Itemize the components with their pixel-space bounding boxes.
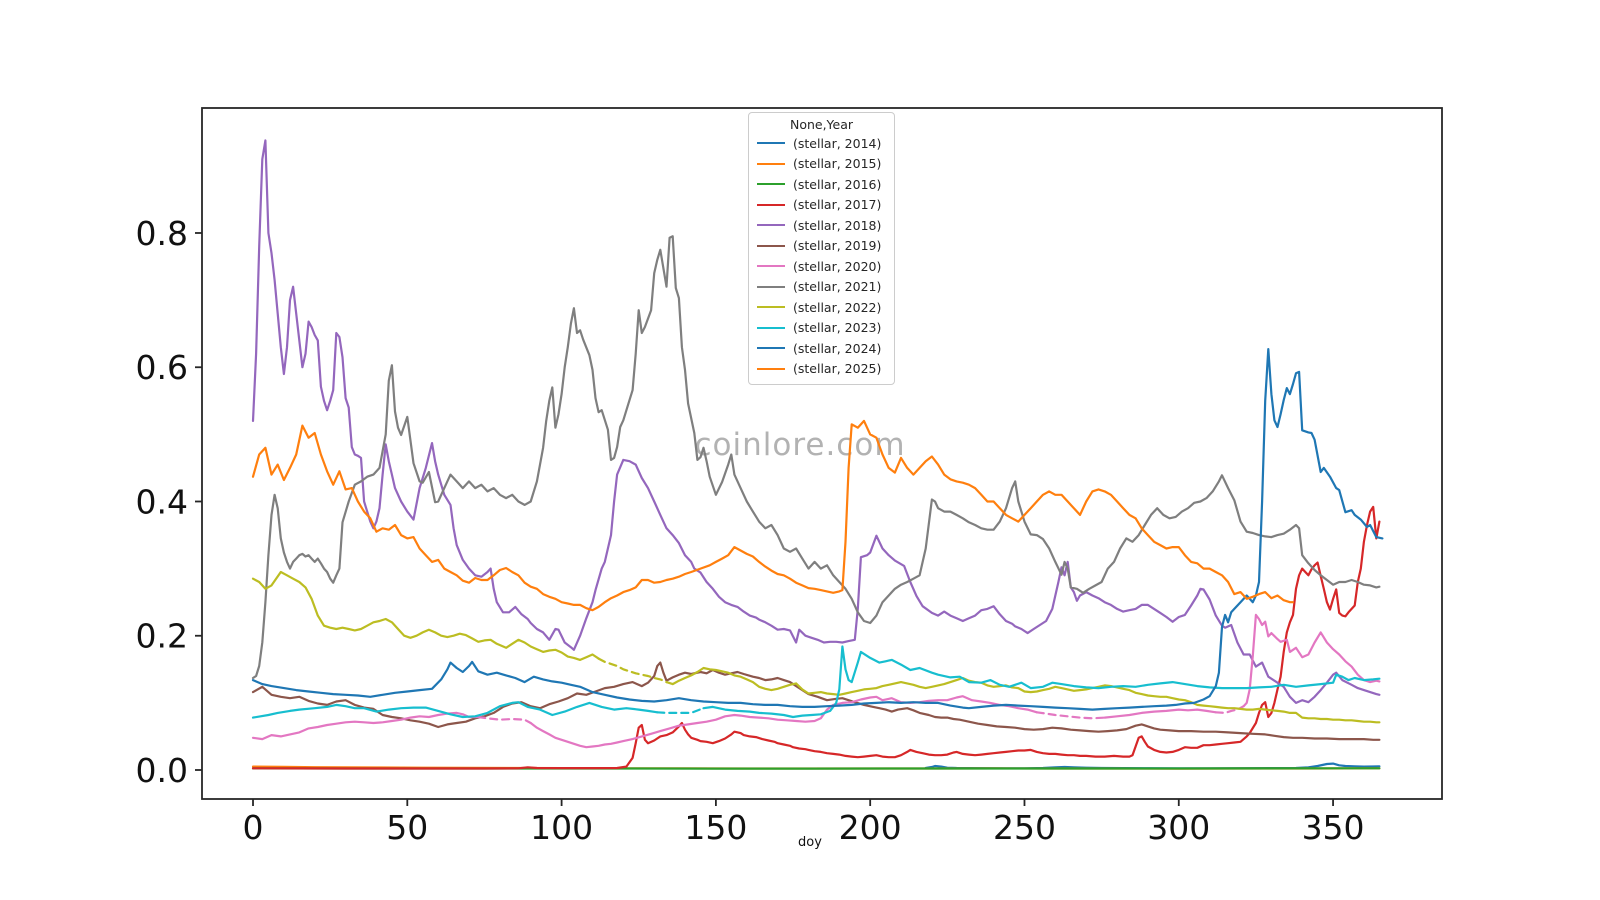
legend-item-label: (stellar, 2014) — [793, 135, 882, 151]
legend-item-label: (stellar, 2016) — [793, 176, 882, 192]
x-tick-label: 300 — [1147, 808, 1210, 847]
y-tick-label: 0.2 — [136, 617, 188, 656]
legend-line-swatch — [757, 306, 785, 309]
series-line-2020 — [1242, 613, 1381, 708]
legend-item-label: (stellar, 2023) — [793, 320, 882, 336]
legend-line-swatch — [757, 183, 785, 186]
legend-item-2022: (stellar, 2022) — [749, 297, 894, 318]
series-line-2022 — [251, 570, 600, 662]
legend-item-label: (stellar, 2018) — [793, 217, 882, 233]
legend-item-label: (stellar, 2022) — [793, 299, 882, 315]
series-line-2020 — [529, 695, 1038, 749]
series-line-2024 — [251, 348, 1384, 711]
y-tick-label: 0.4 — [136, 482, 188, 521]
series-line-2025 — [251, 419, 1295, 612]
series-lines — [251, 139, 1384, 770]
series-line-2018 — [251, 139, 1381, 705]
legend-line-swatch — [757, 244, 785, 247]
series-line-2022 — [597, 657, 668, 684]
legend-item-2020: (stellar, 2020) — [749, 256, 894, 277]
legend-item-2021: (stellar, 2021) — [749, 277, 894, 298]
x-axis-label: doy — [798, 835, 822, 850]
legend-line-swatch — [757, 142, 785, 145]
y-tick-label: 0.8 — [136, 214, 188, 253]
legend-item-label: (stellar, 2025) — [793, 361, 882, 377]
series-line-2020 — [1035, 711, 1106, 720]
legend-item-2017: (stellar, 2017) — [749, 195, 894, 216]
legend-item-2023: (stellar, 2023) — [749, 318, 894, 339]
series-line-2019 — [251, 661, 1381, 741]
axes-frame — [201, 107, 1443, 800]
legend-line-swatch — [757, 326, 785, 329]
y-tick-label: 0.0 — [136, 751, 188, 790]
legend-item-label: (stellar, 2017) — [793, 197, 882, 213]
x-tick-label: 100 — [530, 808, 593, 847]
legend-line-swatch — [757, 224, 785, 227]
legend-item-label: (stellar, 2020) — [793, 258, 882, 274]
legend-item-label: (stellar, 2024) — [793, 340, 882, 356]
legend-line-swatch — [757, 285, 785, 288]
legend-item-2015: (stellar, 2015) — [749, 154, 894, 175]
legend-item-label: (stellar, 2015) — [793, 156, 882, 172]
x-tick-label: 50 — [386, 808, 428, 847]
x-tick-label: 250 — [993, 808, 1056, 847]
legend-item-label: (stellar, 2019) — [793, 238, 882, 254]
legend-line-swatch — [757, 265, 785, 268]
series-line-2020 — [1103, 708, 1217, 719]
legend: None,Year (stellar, 2014) (stellar, 2015)… — [748, 112, 895, 385]
series-line-2023 — [251, 701, 659, 719]
x-tick-label: 350 — [1302, 808, 1365, 847]
x-tick-label: 0 — [243, 808, 264, 847]
series-line-2017 — [251, 505, 1381, 770]
legend-line-swatch — [757, 367, 785, 370]
series-line-2023 — [702, 645, 1381, 719]
x-tick-label: 150 — [684, 808, 747, 847]
legend-item-2018: (stellar, 2018) — [749, 215, 894, 236]
legend-rows: (stellar, 2014) (stellar, 2015) (stellar, … — [749, 133, 894, 379]
x-tick-label: 200 — [839, 808, 902, 847]
legend-item-2024: (stellar, 2024) — [749, 338, 894, 359]
legend-line-swatch — [757, 203, 785, 206]
series-line-2023 — [656, 707, 705, 715]
legend-line-swatch — [757, 347, 785, 350]
watermark-text: coinlore.com — [694, 427, 905, 463]
series-line-2021 — [251, 235, 1381, 680]
legend-title: None,Year — [789, 117, 854, 132]
legend-line-swatch — [757, 162, 785, 165]
legend-item-2014: (stellar, 2014) — [749, 133, 894, 154]
legend-item-label: (stellar, 2021) — [793, 279, 882, 295]
legend-item-2019: (stellar, 2019) — [749, 236, 894, 257]
series-line-2022 — [665, 666, 1381, 724]
y-tick-label: 0.6 — [136, 348, 188, 387]
series-line-2020 — [477, 715, 532, 725]
legend-item-2016: (stellar, 2016) — [749, 174, 894, 195]
legend-item-2025: (stellar, 2025) — [749, 359, 894, 380]
axis-ticks: 0 50 100 150 200 250 300 350 0.0 0.2 0.4 0.6 0.8 — [136, 214, 1365, 847]
